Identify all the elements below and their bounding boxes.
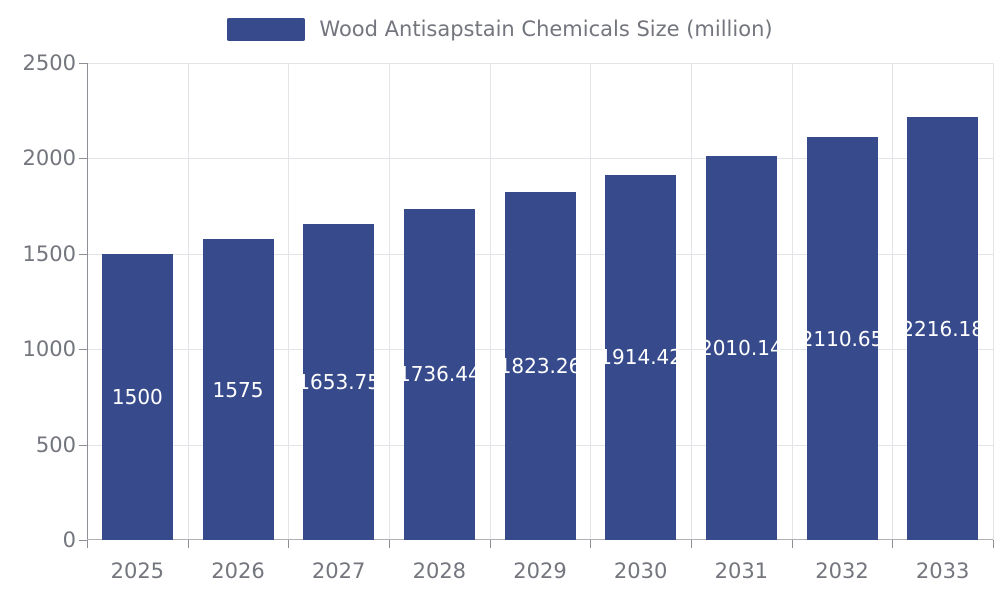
gridline-vertical <box>288 63 290 540</box>
y-axis-tick <box>79 63 87 64</box>
bar-value-label: 1500 <box>111 384 163 409</box>
gridline-vertical <box>691 63 692 540</box>
x-axis-tick <box>489 540 491 548</box>
x-axis-label: 2031 <box>714 559 769 583</box>
gridline-vertical <box>993 63 994 540</box>
bar-value-label: 2216.18 <box>901 316 985 341</box>
x-axis-tick <box>590 540 592 548</box>
bar <box>504 192 576 540</box>
x-axis-tick <box>691 540 692 548</box>
bar-value-label: 1914.42 <box>599 345 683 370</box>
x-axis-label: 2026 <box>211 559 265 583</box>
y-axis-tick <box>79 540 87 541</box>
gridline-vertical <box>489 63 491 540</box>
x-axis-label: 2032 <box>815 559 869 583</box>
gridline-horizontal <box>87 63 993 64</box>
x-axis-tick <box>87 540 88 548</box>
y-axis-label: 1500 <box>22 241 76 266</box>
bar-value-label: 1736.44 <box>397 362 481 387</box>
x-axis-label: 2027 <box>311 559 366 583</box>
bar-value-label: 2110.65 <box>800 326 884 351</box>
y-axis-tick <box>79 444 87 446</box>
gridline-vertical <box>187 63 189 540</box>
y-axis-tick <box>79 253 87 255</box>
x-axis-tick <box>288 540 290 548</box>
y-axis-line <box>87 63 88 540</box>
bar-value-label: 1653.75 <box>297 370 381 395</box>
x-axis-label: 2029 <box>513 559 567 583</box>
gridline-vertical <box>892 63 894 540</box>
x-axis-tick <box>389 540 390 548</box>
legend-swatch <box>227 17 306 41</box>
bar <box>403 208 475 540</box>
y-axis-label: 1000 <box>22 337 76 362</box>
x-axis-label: 2028 <box>412 559 467 583</box>
bar <box>705 156 777 540</box>
y-axis-tick <box>79 158 87 160</box>
gridline-vertical <box>590 63 592 540</box>
gridline-vertical <box>389 63 390 540</box>
bar <box>806 137 878 540</box>
y-axis-tick <box>79 349 87 351</box>
plot-area: 1500 1575 1653.75 1736.44 1823.26 1914.42 2010… <box>87 63 994 540</box>
y-axis-label: 2000 <box>22 146 76 171</box>
y-axis-label: 2500 <box>22 51 76 75</box>
bar-value-label: 1575 <box>212 377 264 402</box>
bar-value-label: 1823.26 <box>498 354 582 379</box>
bar <box>303 224 375 540</box>
y-axis-label: 500 <box>35 432 76 457</box>
x-axis-tick <box>187 540 189 548</box>
legend: Wood Antisapstain Chemicals Size (millio… <box>0 17 1000 41</box>
legend-label: Wood Antisapstain Chemicals Size (millio… <box>319 17 773 41</box>
bar <box>202 239 274 540</box>
bar-value-label: 2010.14 <box>699 336 783 361</box>
x-axis-label: 2030 <box>613 559 668 583</box>
legend-item[interactable]: Wood Antisapstain Chemicals Size (millio… <box>227 17 773 41</box>
gridline-horizontal <box>87 158 993 160</box>
gridline-vertical <box>791 63 793 540</box>
x-axis-label: 2033 <box>915 559 970 583</box>
x-axis-tick <box>791 540 793 548</box>
bar <box>605 174 677 540</box>
x-axis-label: 2025 <box>110 559 165 583</box>
bar <box>907 117 979 540</box>
bar <box>101 253 173 540</box>
x-axis-tick <box>892 540 894 548</box>
x-axis-tick <box>993 540 994 548</box>
y-axis-label: 0 <box>62 528 76 552</box>
